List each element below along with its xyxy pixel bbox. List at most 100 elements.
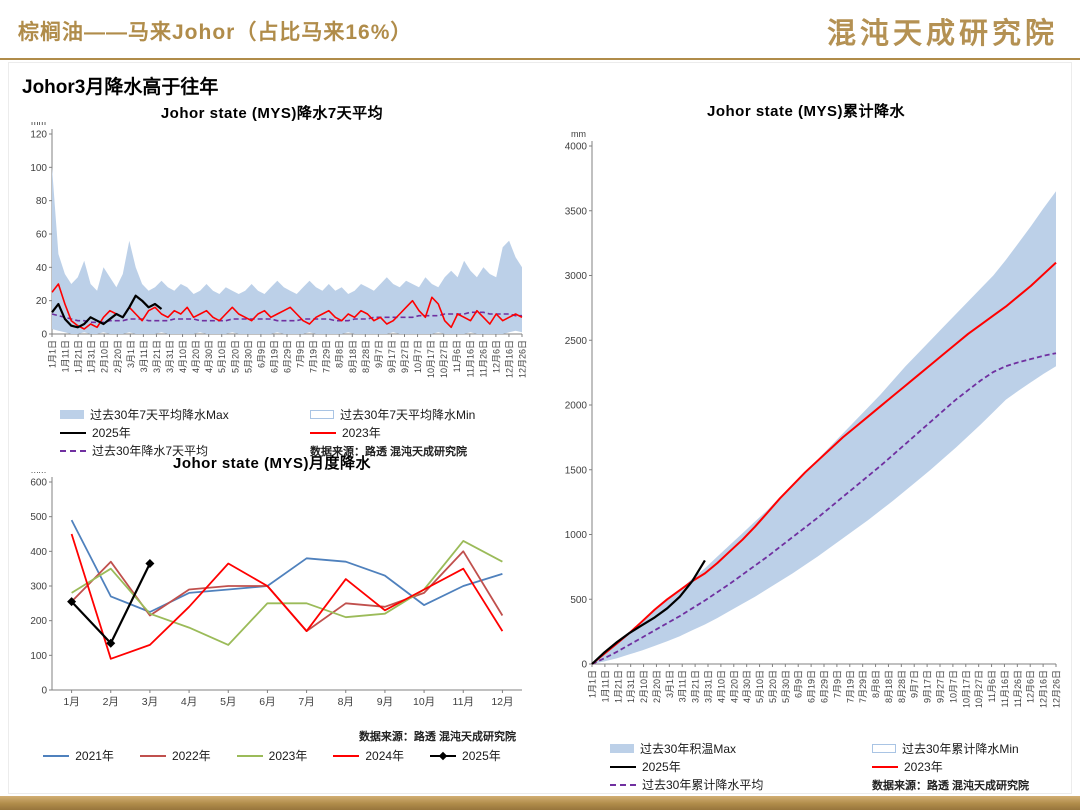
- legend-label: 过去30年降水7天平均: [92, 444, 209, 458]
- svg-text:3月11日: 3月11日: [678, 670, 688, 702]
- legend-label: 2025年: [462, 749, 501, 763]
- svg-text:5月10日: 5月10日: [217, 340, 227, 373]
- legend-item: 2023年: [310, 425, 530, 440]
- svg-text:1月1日: 1月1日: [588, 670, 598, 698]
- svg-text:3月31日: 3月31日: [704, 670, 714, 703]
- svg-text:12月16日: 12月16日: [504, 340, 514, 378]
- svg-text:10月17日: 10月17日: [426, 340, 436, 378]
- legend-swatch-band-outline: [872, 744, 896, 753]
- svg-text:2月10日: 2月10日: [639, 670, 649, 703]
- legend-item: 过去30年降水7天平均: [60, 443, 310, 458]
- svg-text:40: 40: [36, 263, 48, 274]
- svg-text:5月30日: 5月30日: [243, 340, 253, 373]
- legend-item: 过去30年累计降水平均: [610, 777, 872, 792]
- svg-text:0: 0: [581, 660, 587, 671]
- svg-text:600: 600: [30, 478, 47, 489]
- svg-text:1月31日: 1月31日: [626, 670, 636, 703]
- svg-text:5月: 5月: [220, 696, 236, 708]
- svg-text:11月6日: 11月6日: [452, 340, 462, 372]
- svg-text:4月30日: 4月30日: [204, 340, 214, 373]
- svg-text:10月7日: 10月7日: [948, 670, 958, 703]
- legend-label: 过去30年累计降水Min: [902, 742, 1019, 756]
- legend-item: 过去30年累计降水Min: [872, 741, 1068, 756]
- svg-text:11月6日: 11月6日: [987, 670, 997, 702]
- legend-item: 2025年: [430, 748, 501, 763]
- svg-text:7月19日: 7月19日: [309, 340, 319, 373]
- svg-text:1月: 1月: [63, 696, 79, 708]
- svg-text:mm: mm: [571, 129, 586, 139]
- svg-text:200: 200: [30, 616, 47, 627]
- chart3-legend: 过去30年积温Max 过去30年累计降水Min 2025年 2023年 过去30年累计降…: [610, 741, 1068, 793]
- svg-text:7月9日: 7月9日: [296, 340, 306, 368]
- svg-text:1月21日: 1月21日: [613, 670, 623, 703]
- svg-text:4000: 4000: [565, 142, 588, 153]
- svg-text:8月8日: 8月8日: [871, 670, 881, 698]
- svg-text:10月27日: 10月27日: [439, 340, 449, 378]
- svg-text:100: 100: [30, 163, 47, 174]
- svg-text:1500: 1500: [565, 465, 588, 476]
- legend-item: 2021年: [43, 748, 114, 763]
- svg-text:6月19日: 6月19日: [807, 670, 817, 703]
- chart-cumulative-rainfall: Johor state (MYS)累计降水 0 500 1000 1500 2000 25…: [544, 100, 1068, 793]
- svg-text:100: 100: [30, 651, 47, 662]
- legend-label: 2024年: [365, 749, 405, 763]
- legend-label: 2023年: [904, 760, 943, 774]
- legend-swatch-line-diamond: [430, 751, 457, 761]
- svg-text:5月10日: 5月10日: [755, 670, 765, 703]
- svg-text:3500: 3500: [565, 206, 588, 217]
- svg-text:9月17日: 9月17日: [923, 670, 933, 703]
- svg-text:12月6日: 12月6日: [491, 340, 501, 373]
- legend-label: 2023年: [342, 426, 381, 440]
- svg-text:3月11日: 3月11日: [139, 340, 149, 372]
- svg-text:0: 0: [41, 330, 47, 341]
- svg-text:4月20日: 4月20日: [729, 670, 739, 703]
- svg-text:3月21日: 3月21日: [691, 670, 701, 703]
- svg-text:6月9日: 6月9日: [256, 340, 266, 368]
- legend-item: 过去30年积温Max: [610, 741, 872, 756]
- svg-text:9月17日: 9月17日: [387, 340, 397, 373]
- source-note: 数据来源：路透 混沌天成研究院: [310, 446, 468, 458]
- svg-text:8月: 8月: [338, 696, 354, 708]
- svg-text:12月6日: 12月6日: [1026, 670, 1036, 703]
- svg-text:80: 80: [36, 196, 48, 207]
- svg-text:500: 500: [30, 512, 47, 523]
- svg-text:8月8日: 8月8日: [335, 340, 345, 368]
- legend-swatch-dash: [610, 783, 636, 786]
- svg-text:10月17日: 10月17日: [961, 670, 971, 708]
- legend-label: 过去30年7天平均降水Max: [90, 408, 229, 422]
- legend-swatch-dash: [60, 449, 86, 452]
- svg-text:5月20日: 5月20日: [230, 340, 240, 373]
- svg-text:mm: mm: [31, 472, 46, 475]
- legend-label: 2022年: [171, 749, 211, 763]
- svg-text:1月31日: 1月31日: [87, 340, 97, 373]
- brand-logo: 混沌天成研究院: [826, 16, 1058, 50]
- svg-text:1000: 1000: [565, 530, 588, 541]
- svg-text:3月: 3月: [142, 696, 158, 708]
- svg-text:5月30日: 5月30日: [781, 670, 791, 703]
- svg-text:120: 120: [30, 130, 47, 141]
- svg-text:8月18日: 8月18日: [884, 670, 894, 703]
- chart-monthly-rainfall: Johor state (MYS)月度降水 0 100 200 300 400 500 60…: [14, 452, 530, 763]
- svg-text:8月18日: 8月18日: [348, 340, 358, 373]
- svg-text:7月29日: 7月29日: [322, 340, 332, 373]
- legend-swatch-line: [610, 765, 636, 768]
- svg-text:10月27日: 10月27日: [974, 670, 984, 708]
- svg-text:3月21日: 3月21日: [152, 340, 162, 373]
- chart1-legend: 过去30年7天平均降水Max 过去30年7天平均降水Min 2025年 2023年 过去…: [60, 407, 530, 459]
- legend-label: 2025年: [92, 426, 131, 440]
- svg-text:2000: 2000: [565, 401, 588, 412]
- svg-text:300: 300: [30, 582, 47, 593]
- svg-text:2月10日: 2月10日: [100, 340, 110, 373]
- legend-item: 2023年: [872, 759, 1068, 774]
- svg-text:12月16日: 12月16日: [1039, 670, 1049, 708]
- legend-swatch-band: [60, 410, 84, 419]
- svg-text:5月20日: 5月20日: [768, 670, 778, 703]
- svg-text:1月11日: 1月11日: [61, 340, 71, 372]
- svg-text:12月26日: 12月26日: [1052, 670, 1062, 708]
- legend-swatch-line: [872, 765, 898, 768]
- chart2-plot: 0 100 200 300 400 500 600 mm 1月 2月 3月 4月 5月 6月 7月 8月 9月 1…: [30, 465, 522, 708]
- legend-swatch-line: [43, 754, 70, 757]
- svg-text:mm: mm: [31, 122, 46, 127]
- svg-text:6月29日: 6月29日: [283, 340, 293, 373]
